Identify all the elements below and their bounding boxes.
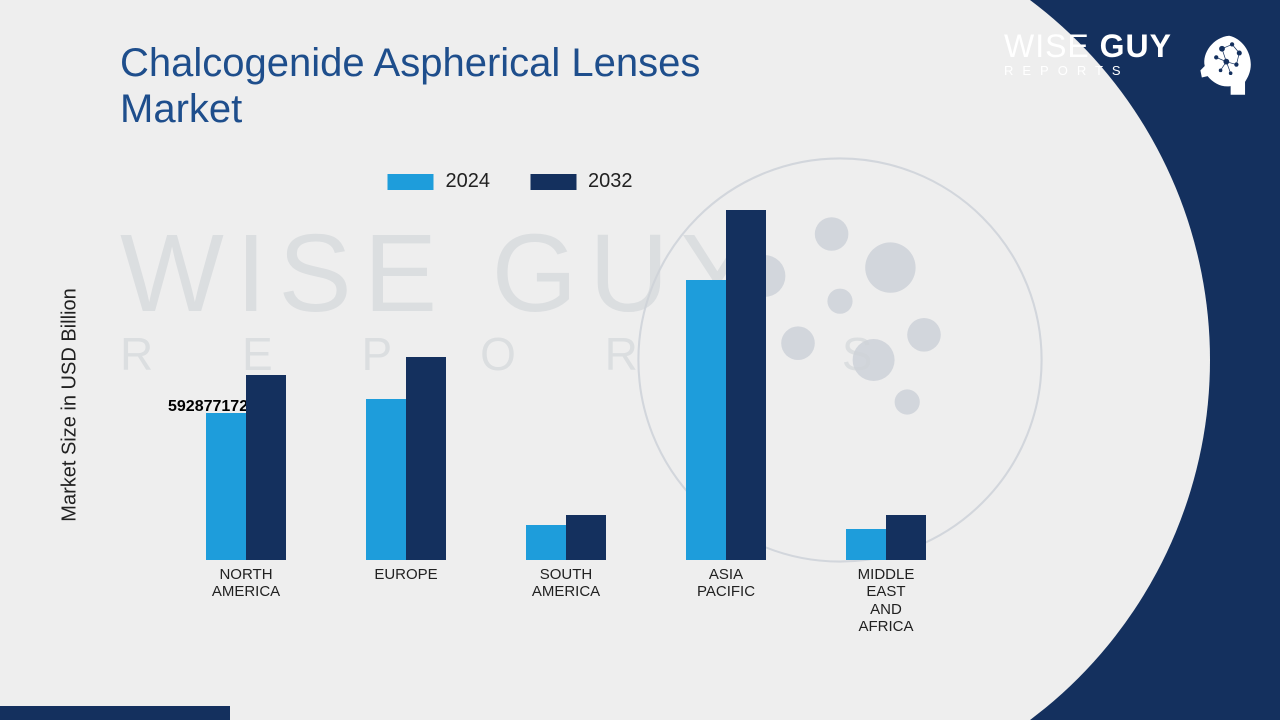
legend-item: 2024: [388, 170, 491, 193]
x-axis-label: MIDDLEEASTANDAFRICA: [821, 566, 951, 635]
x-axis-label: SOUTHAMERICA: [501, 566, 631, 601]
logo-word-wise: WISE: [1004, 28, 1090, 64]
bar-group: MIDDLEEASTANDAFRICA: [826, 515, 946, 561]
legend-label: 2024: [446, 170, 491, 193]
x-axis-label: ASIAPACIFIC: [661, 566, 791, 601]
chart-title-region: Chalcogenide Aspherical Lenses Market: [120, 40, 780, 132]
bar: [886, 515, 926, 561]
bottom-accent-bar: [0, 706, 230, 720]
logo-sub-text: REPORTS: [1004, 63, 1172, 78]
bar-group: NORTHAMERICA: [186, 375, 306, 561]
bar-group: ASIAPACIFIC: [666, 210, 786, 560]
legend-item: 2032: [530, 170, 633, 193]
bar-group: SOUTHAMERICA: [506, 515, 626, 561]
page-root: WISE GUY REPORTS Chalcogenide As: [0, 0, 1280, 720]
bar: [206, 413, 246, 560]
legend-label: 2032: [588, 170, 633, 193]
brand-logo: WISE GUY REPORTS: [1004, 28, 1252, 78]
legend-swatch: [530, 174, 576, 190]
bar: [686, 280, 726, 560]
bar: [566, 515, 606, 561]
chart-plot-area: 592877172.97 NORTHAMERICAEUROPESOUTHAMER…: [150, 210, 950, 560]
x-axis-label: NORTHAMERICA: [181, 566, 311, 601]
bar-group: EUROPE: [346, 357, 466, 560]
bar: [726, 210, 766, 560]
y-axis-label: Market Size in USD Billion: [59, 288, 82, 521]
logo-main-text: WISE GUY: [1004, 28, 1172, 65]
bar: [366, 399, 406, 560]
x-axis-label: EUROPE: [341, 566, 471, 583]
bar: [846, 529, 886, 561]
bar: [246, 375, 286, 561]
chart-title: Chalcogenide Aspherical Lenses Market: [120, 40, 780, 132]
bar: [526, 525, 566, 560]
logo-head-icon: [1186, 30, 1258, 102]
chart-legend: 2024 2032: [388, 170, 633, 193]
legend-swatch: [388, 174, 434, 190]
bar-chart: Market Size in USD Billion 20242032 5928…: [70, 170, 950, 640]
bar: [406, 357, 446, 560]
logo-word-guy: GUY: [1100, 28, 1172, 64]
